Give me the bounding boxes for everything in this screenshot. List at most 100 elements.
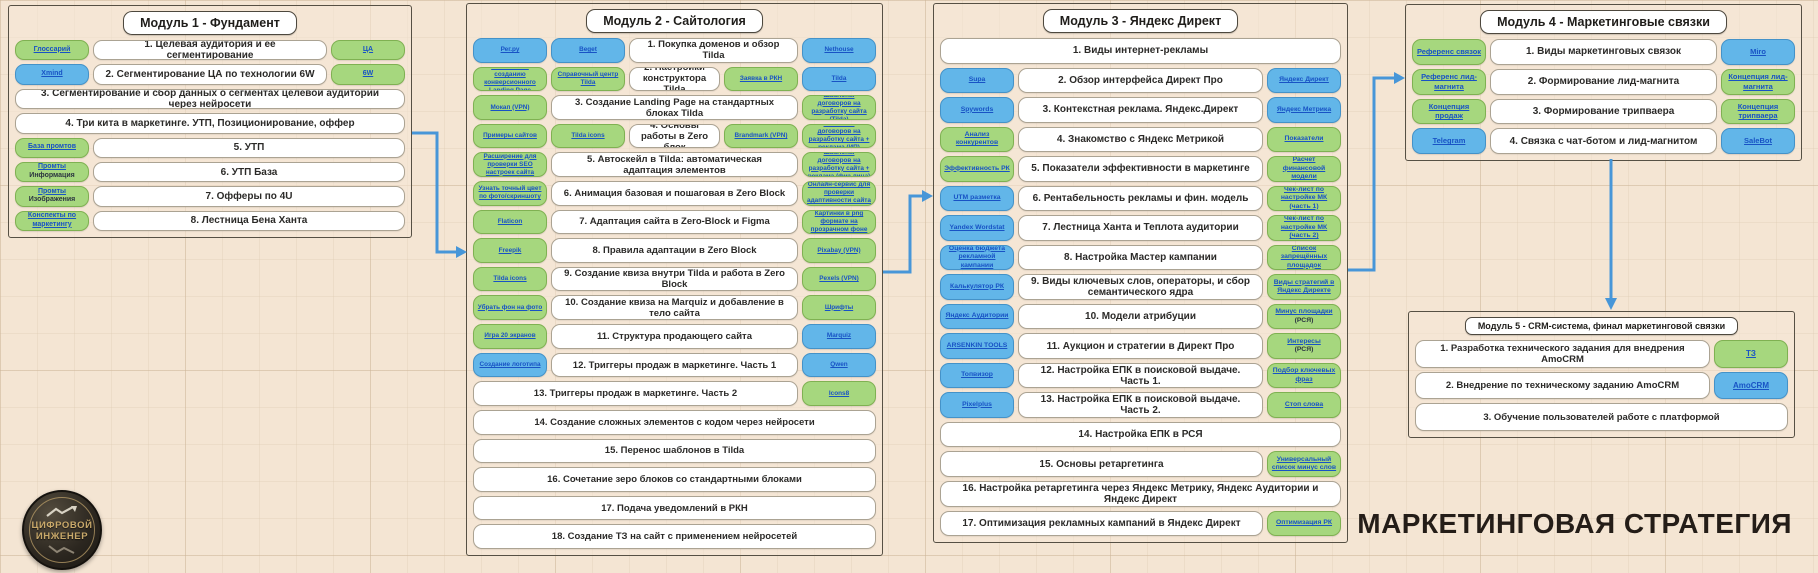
resource-link[interactable]: Топвизор (961, 371, 993, 379)
resource-link[interactable]: Шаблоны договоров на разработку сайта + … (808, 125, 870, 149)
resource-link[interactable]: Чек-лист по созданию конверсионного Land… (484, 68, 536, 92)
resource-chip[interactable]: ТЗ (1714, 340, 1788, 368)
resource-link[interactable]: Промты (37, 187, 67, 195)
resource-link[interactable]: Мокап (VPN) (490, 103, 530, 111)
resource-chip[interactable]: Шрифты (802, 295, 876, 321)
resource-chip[interactable]: Мокап (VPN) (473, 95, 547, 120)
resource-chip[interactable]: Игра 20 экранов (473, 324, 547, 349)
resource-chip[interactable]: Эффективность РК (940, 156, 1014, 182)
resource-chip[interactable]: AmoCRM (1714, 371, 1788, 400)
resource-chip[interactable]: Qwen (802, 352, 876, 378)
lesson-card[interactable]: 5. Автоскейл в Tilda: автоматическая ада… (551, 152, 798, 178)
lesson-card[interactable]: 3. Обучение пользователей работе с платф… (1415, 403, 1788, 432)
lesson-card[interactable]: 3. Формирование трипваера (1490, 98, 1717, 125)
resource-chip[interactable]: Концепция трипваера (1721, 98, 1795, 125)
resource-chip[interactable]: Чек-лист по настройке МК (часть 1) (1267, 185, 1341, 212)
resource-link[interactable]: Показатели (1284, 135, 1324, 143)
lesson-card[interactable]: 1. Виды маркетинговых связок (1490, 39, 1717, 65)
lesson-card[interactable]: 7. Лестница Ханта и Теплота аудитории (1018, 215, 1263, 241)
resource-link[interactable]: Список запрещённых площадок (1280, 244, 1328, 269)
resource-chip[interactable]: Интересы (РСЯ) (1267, 333, 1341, 359)
resource-link[interactable]: Icons8 (828, 389, 850, 397)
lesson-card[interactable]: 10. Создание квиза на Marquiz и добавлен… (551, 295, 798, 321)
resource-chip[interactable]: Шаблоны договоров на разработку сайта + … (802, 152, 876, 178)
resource-chip[interactable]: Шаблоны договоров на разработку сайта (T… (802, 95, 876, 120)
module-title[interactable]: Модуль 4 - Маркетинговые связки (1480, 10, 1727, 34)
resource-chip[interactable]: Картинки в png формате на прозрачном фон… (802, 209, 876, 235)
resource-link[interactable]: Pexels (VPN) (819, 275, 859, 283)
resource-link[interactable]: Beget (579, 46, 597, 54)
lesson-card[interactable]: 3. Контекстная реклама. Яндекс.Директ (1018, 97, 1263, 123)
lesson-card[interactable]: 3. Сегментирование и сбор данных о сегме… (15, 88, 405, 110)
resource-link[interactable]: SaleBot (1744, 136, 1772, 146)
resource-chip[interactable]: Spywords (940, 97, 1014, 123)
lesson-card[interactable]: 1. Целевая аудитория и ее сегментировани… (93, 40, 327, 61)
resource-link[interactable]: Убрать фон на фото (477, 303, 543, 311)
resource-chip[interactable]: Yandex Wordstat (940, 215, 1014, 241)
resource-link[interactable]: Игра 20 экранов (484, 332, 536, 340)
lesson-card[interactable]: 15. Основы ретаргетинга (940, 451, 1263, 477)
resource-chip[interactable]: Создание логотипа (473, 352, 547, 378)
resource-chip[interactable]: Промты Изображения (15, 186, 89, 207)
resource-link[interactable]: Яндекс Директ (1279, 76, 1329, 84)
resource-link[interactable]: Яндекс Метрика (1276, 105, 1332, 113)
lesson-card[interactable]: 4. Основы работы в Zero блок (629, 123, 720, 149)
resource-chip[interactable]: Концепция лид-магнита (1721, 68, 1795, 95)
resource-chip[interactable]: Оптимизация РК (1267, 510, 1341, 537)
resource-link[interactable]: База промтов (27, 143, 76, 151)
resource-chip[interactable]: Концепция продаж (1412, 98, 1486, 125)
resource-chip[interactable]: Заявка в РКН (724, 66, 798, 92)
resource-chip[interactable]: Стоп слова (1267, 392, 1341, 418)
resource-link[interactable]: Анализ конкурентов (955, 130, 999, 147)
resource-link[interactable]: Промты (37, 163, 67, 171)
resource-chip[interactable]: Яндекс Аудитории (940, 303, 1014, 330)
lesson-card[interactable]: 6. Рентабельность рекламы и фин. модель (1018, 185, 1263, 212)
resource-link[interactable]: ARSENKIN TOOLS (946, 341, 1008, 349)
resource-chip[interactable]: Шаблоны договоров на разработку сайта + … (802, 123, 876, 149)
resource-link[interactable]: Tilda (831, 74, 847, 82)
resource-link[interactable]: ЦА (362, 45, 374, 53)
resource-link[interactable]: Создание логотипа (479, 361, 541, 368)
resource-chip[interactable]: Референс связок (1412, 39, 1486, 65)
lesson-card[interactable]: 3. Создание Landing Page на стандартных … (551, 95, 798, 120)
lesson-card[interactable]: 4. Знакомство с Яндекс Метрикой (1018, 126, 1263, 153)
resource-link[interactable]: Глоссарий (33, 45, 71, 53)
resource-chip[interactable]: Топвизор (940, 362, 1014, 389)
resource-chip[interactable]: Supa (940, 67, 1014, 94)
resource-chip[interactable]: База промтов (15, 137, 89, 158)
resource-chip[interactable]: Freepik (473, 238, 547, 263)
resource-link[interactable]: Рег.ру (500, 46, 520, 54)
lesson-card[interactable]: 8. Правила адаптации в Zero Block (551, 238, 798, 263)
resource-chip[interactable]: Глоссарий (15, 40, 89, 61)
resource-chip[interactable]: Beget (551, 38, 625, 63)
resource-chip[interactable]: 6W (331, 64, 405, 85)
lesson-card[interactable]: 9. Создание квиза внутри Tilda и работа … (551, 266, 798, 292)
lesson-card[interactable]: 2. Обзор интерфейса Директ Про (1018, 67, 1263, 94)
lesson-card[interactable]: 11. Структура продающего сайта (551, 324, 798, 349)
lesson-card[interactable]: 1. Разработка технического задания для в… (1415, 340, 1710, 368)
resource-chip[interactable]: Telegram (1412, 128, 1486, 154)
lesson-card[interactable]: 2. Внедрение по техническому заданию Amo… (1415, 371, 1710, 400)
resource-chip[interactable]: Tilda icons (551, 123, 625, 149)
lesson-card[interactable]: 7. Адаптация сайта в Zero-Block и Figma (551, 209, 798, 235)
resource-link[interactable]: Шаблоны договоров на разработку сайта + … (807, 153, 871, 178)
resource-chip[interactable]: Pixelplus (940, 392, 1014, 418)
resource-chip[interactable]: SaleBot (1721, 128, 1795, 154)
lesson-card[interactable]: 13. Триггеры продаж в маркетинге. Часть … (473, 381, 798, 406)
resource-link[interactable]: Картинки в png формате на прозрачном фон… (810, 209, 868, 233)
resource-link[interactable]: Референс лид-магнита (1421, 72, 1477, 91)
resource-chip[interactable]: Референс лид-магнита (1412, 68, 1486, 95)
resource-chip[interactable]: Конспекты по маркетингу (15, 210, 89, 231)
resource-chip[interactable]: Tilda icons (473, 266, 547, 292)
lesson-card[interactable]: 10. Модели атрибуции (1018, 303, 1263, 330)
resource-link[interactable]: Tilda icons (571, 132, 605, 140)
resource-chip[interactable]: Рег.ру (473, 38, 547, 63)
lesson-card[interactable]: 8. Лестница Бена Ханта (93, 210, 405, 231)
resource-chip[interactable]: Brandmark (VPN) (724, 123, 798, 149)
lesson-card[interactable]: 4. Связка с чат-ботом и лид-магнитом (1490, 128, 1717, 154)
resource-link[interactable]: Заявка в РКН (739, 74, 783, 82)
lesson-card[interactable]: 16. Настройка ретаргетинга через Яндекс … (940, 480, 1341, 507)
resource-chip[interactable]: Оценка бюджета рекламной кампании (940, 244, 1014, 271)
resource-link[interactable]: Примеры сайтов (483, 132, 537, 140)
resource-chip[interactable]: Виды стратегий в Яндекс Директе (1267, 274, 1341, 300)
